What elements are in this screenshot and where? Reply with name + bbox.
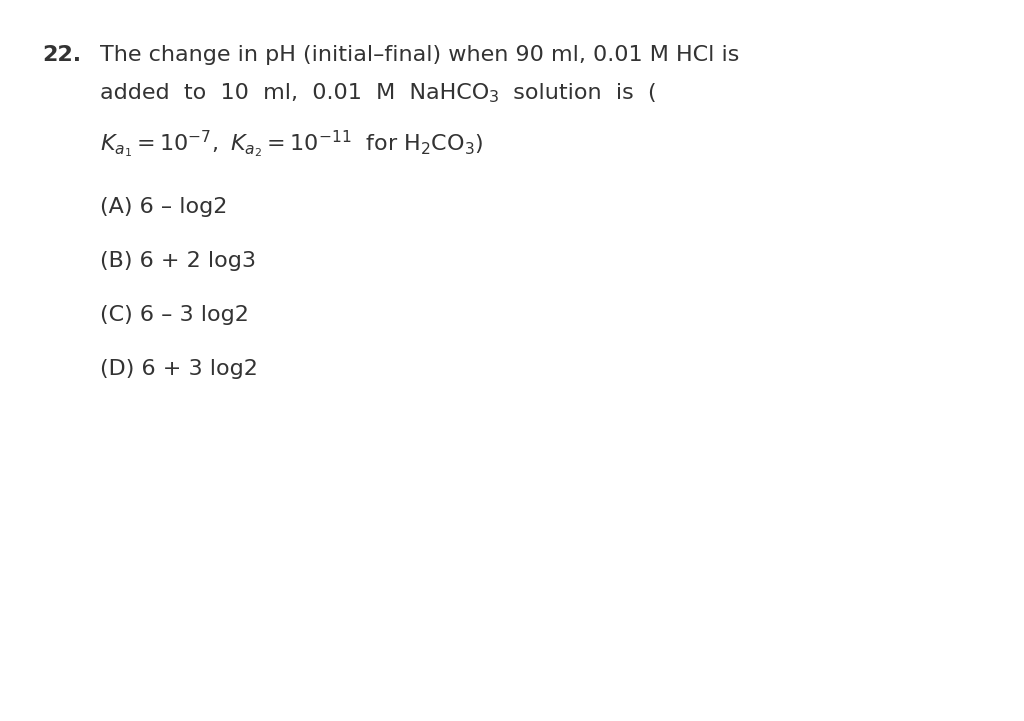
Text: $K_{a_1} = 10^{-7},\ K_{a_2} = 10^{-11}$  for H$_2$CO$_3$): $K_{a_1} = 10^{-7},\ K_{a_2} = 10^{-11}$…	[100, 128, 483, 160]
Text: The change in pH (initial–final) when 90 ml, 0.01 M HCl is: The change in pH (initial–final) when 90…	[100, 45, 739, 65]
Text: (A) 6 – log2: (A) 6 – log2	[100, 197, 227, 217]
Text: (B) 6 + 2 log3: (B) 6 + 2 log3	[100, 251, 256, 271]
Text: (D) 6 + 3 log2: (D) 6 + 3 log2	[100, 359, 258, 379]
Text: 3: 3	[489, 90, 500, 105]
Text: added  to  10  ml,  0.01  M  NaHCO: added to 10 ml, 0.01 M NaHCO	[100, 83, 489, 103]
Text: (C) 6 – 3 log2: (C) 6 – 3 log2	[100, 305, 249, 325]
Text: solution  is  (: solution is (	[500, 83, 656, 103]
Text: 22.: 22.	[42, 45, 81, 65]
